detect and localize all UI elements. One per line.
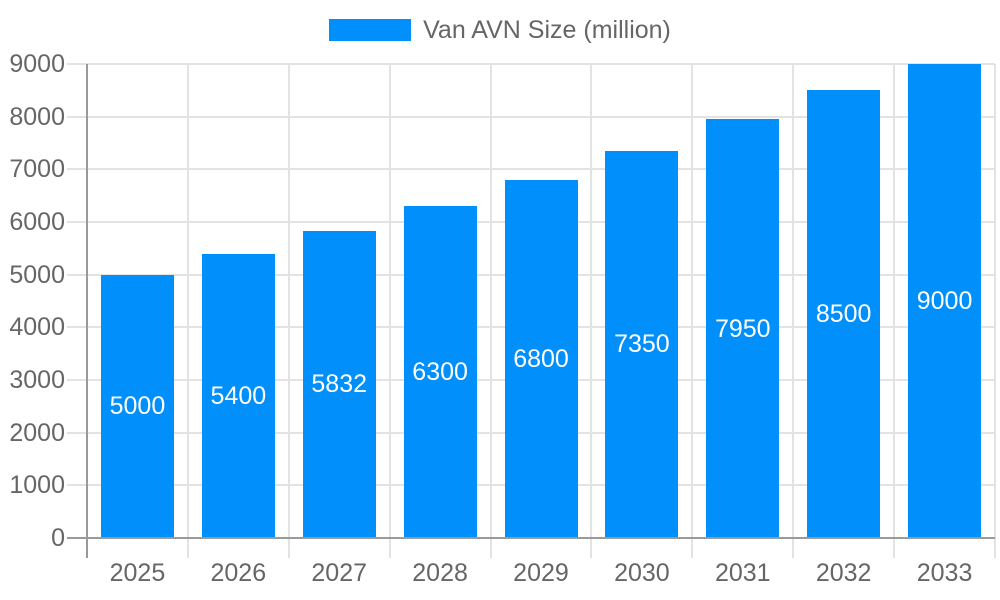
x-axis-line — [67, 537, 995, 539]
bar-value-label: 6800 — [513, 344, 569, 373]
bar-2025[interactable]: 5000 — [100, 274, 174, 538]
bar-value-label: 7350 — [614, 330, 670, 359]
bar-value-label: 5400 — [210, 381, 267, 410]
x-gridline — [590, 64, 593, 558]
bar-2031[interactable]: 7950 — [706, 119, 780, 538]
y-axis-tick-label: 1000 — [9, 471, 65, 500]
x-gridline — [691, 64, 694, 558]
y-axis-line — [86, 64, 88, 558]
x-axis-tick-label: 2028 — [412, 559, 468, 587]
x-axis-tick-label: 2031 — [714, 559, 771, 587]
legend-item[interactable]: Van AVN Size (million) — [329, 16, 671, 44]
x-axis-tick-label: 2032 — [815, 559, 872, 587]
x-axis-tick-label: 2026 — [210, 559, 267, 587]
y-gridline — [67, 63, 995, 65]
legend-swatch-icon — [329, 19, 412, 41]
y-axis-tick-label: 2000 — [9, 418, 65, 447]
legend-label: Van AVN Size (million) — [423, 16, 671, 44]
bar-2032[interactable]: 8500 — [807, 90, 881, 538]
y-axis-tick-label: 8000 — [9, 102, 65, 131]
x-gridline — [489, 64, 492, 558]
x-gridline — [792, 64, 795, 558]
bar-value-label: 8500 — [815, 300, 872, 329]
bar-value-label: 7950 — [714, 314, 771, 343]
y-axis-tick-label: 7000 — [9, 155, 65, 184]
bar-2029[interactable]: 6800 — [504, 179, 578, 538]
bar-2030[interactable]: 7350 — [605, 150, 679, 538]
x-axis-tick-label: 2030 — [614, 559, 670, 587]
y-axis-tick-label: 3000 — [9, 366, 65, 394]
bar-2028[interactable]: 6300 — [403, 206, 477, 538]
x-gridline — [893, 64, 896, 558]
y-axis-tick-label: 9000 — [9, 50, 65, 78]
x-gridline — [994, 64, 996, 558]
bar-2026[interactable]: 5400 — [201, 253, 275, 538]
x-gridline — [186, 64, 189, 558]
x-axis-tick-label: 2033 — [916, 559, 973, 587]
y-axis-tick-label: 0 — [51, 524, 65, 552]
bar-value-label: 6300 — [412, 358, 468, 387]
y-axis-tick-label: 4000 — [9, 313, 65, 342]
bar-value-label: 9000 — [916, 287, 973, 315]
x-axis-tick-label: 2027 — [311, 559, 368, 587]
bar-2033[interactable]: 9000 — [908, 64, 982, 538]
y-gridline — [67, 115, 995, 118]
y-gridline — [67, 168, 995, 171]
bar-value-label: 5000 — [109, 392, 166, 421]
x-gridline — [287, 64, 290, 558]
y-axis-tick-label: 5000 — [9, 260, 65, 289]
y-axis-tick-label: 6000 — [9, 208, 65, 236]
x-gridline — [388, 64, 391, 558]
bar-2027[interactable]: 5832 — [302, 230, 376, 538]
bar-value-label: 5832 — [311, 370, 368, 399]
legend: Van AVN Size (million) — [0, 16, 1000, 44]
x-axis-tick-label: 2029 — [513, 559, 569, 587]
x-axis-tick-label: 2025 — [109, 559, 166, 587]
